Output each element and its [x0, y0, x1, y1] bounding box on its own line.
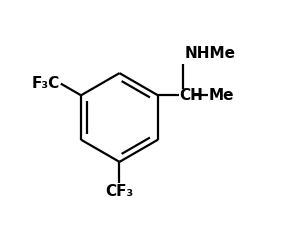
Text: NHMe: NHMe — [184, 47, 235, 61]
Text: Me: Me — [209, 88, 235, 103]
Text: CH: CH — [179, 88, 203, 103]
Text: F₃C: F₃C — [31, 76, 60, 91]
Text: CF₃: CF₃ — [105, 184, 134, 199]
